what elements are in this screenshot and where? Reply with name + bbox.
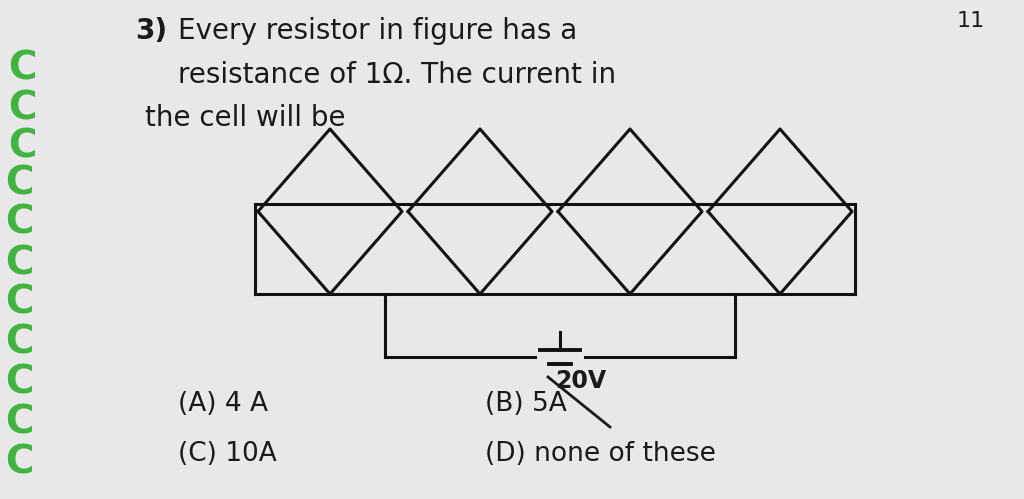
- Text: C: C: [5, 204, 34, 242]
- Text: Every resistor in figure has a: Every resistor in figure has a: [178, 17, 578, 45]
- Text: resistance of 1Ω. The current in: resistance of 1Ω. The current in: [178, 61, 616, 89]
- Text: (A) 4 A: (A) 4 A: [178, 391, 268, 417]
- Text: C: C: [5, 404, 34, 442]
- Text: C: C: [5, 364, 34, 402]
- Text: C: C: [5, 324, 34, 362]
- Text: 3): 3): [135, 17, 167, 45]
- Text: C: C: [5, 444, 34, 482]
- Text: (C) 10A: (C) 10A: [178, 441, 276, 467]
- Text: C: C: [5, 164, 34, 202]
- Text: 11: 11: [956, 11, 985, 31]
- Text: C: C: [8, 127, 37, 165]
- Text: (D) none of these: (D) none of these: [485, 441, 716, 467]
- Text: (B) 5A: (B) 5A: [485, 391, 566, 417]
- Text: C: C: [8, 89, 37, 127]
- Text: 20V: 20V: [555, 369, 606, 393]
- Text: C: C: [5, 284, 34, 322]
- Text: C: C: [5, 244, 34, 282]
- Text: the cell will be: the cell will be: [145, 104, 345, 132]
- Text: C: C: [8, 49, 37, 87]
